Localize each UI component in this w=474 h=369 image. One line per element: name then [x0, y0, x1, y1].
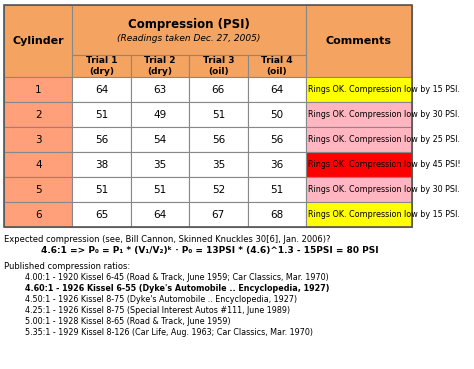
Bar [4, 102, 73, 127]
Bar [73, 77, 131, 102]
Text: 51: 51 [154, 184, 167, 194]
Text: Cylinder: Cylinder [13, 36, 64, 46]
Bar [73, 5, 306, 55]
Bar [306, 177, 412, 202]
Text: 5: 5 [35, 184, 42, 194]
Text: 4.25:1 - 1926 Kissel 8-75 (Special Interest Autos #111, June 1989): 4.25:1 - 1926 Kissel 8-75 (Special Inter… [25, 306, 290, 315]
Bar [4, 202, 73, 227]
Bar [131, 77, 189, 102]
Bar [189, 127, 247, 152]
Bar [4, 152, 73, 177]
Text: Rings OK. Compression low by 15 PSI.: Rings OK. Compression low by 15 PSI. [308, 210, 459, 219]
Text: 51: 51 [212, 110, 225, 120]
Bar [131, 102, 189, 127]
Bar [247, 102, 306, 127]
Text: 56: 56 [212, 134, 225, 145]
Bar [4, 127, 73, 152]
Bar [131, 152, 189, 177]
Text: 6: 6 [35, 210, 42, 220]
Text: 56: 56 [270, 134, 283, 145]
Bar [4, 5, 412, 227]
Text: Published compression ratios:: Published compression ratios: [4, 262, 130, 271]
Text: Rings OK. Compression low by 15 PSI.: Rings OK. Compression low by 15 PSI. [308, 85, 459, 94]
Bar [73, 152, 131, 177]
Bar [247, 127, 306, 152]
Text: 68: 68 [270, 210, 283, 220]
Bar [306, 102, 412, 127]
Bar [4, 5, 73, 77]
Text: 51: 51 [95, 110, 108, 120]
Bar [73, 127, 131, 152]
Text: 66: 66 [212, 85, 225, 94]
Text: Rings OK. Compression low by 25 PSI.: Rings OK. Compression low by 25 PSI. [308, 135, 460, 144]
Bar [4, 177, 73, 202]
Bar [189, 77, 247, 102]
Text: Trial 4
(oil): Trial 4 (oil) [261, 56, 292, 76]
Text: 38: 38 [95, 159, 108, 169]
Bar [73, 202, 131, 227]
Bar [131, 177, 189, 202]
Bar [247, 55, 306, 77]
Text: Trial 3
(oil): Trial 3 (oil) [202, 56, 234, 76]
Text: 2: 2 [35, 110, 42, 120]
Text: 51: 51 [270, 184, 283, 194]
Text: 50: 50 [270, 110, 283, 120]
Bar [73, 177, 131, 202]
Bar [131, 127, 189, 152]
Text: Expected compression (see, Bill Cannon, Skinned Knuckles 30[6], Jan. 2006)?: Expected compression (see, Bill Cannon, … [4, 235, 331, 244]
Bar [73, 55, 131, 77]
Text: 52: 52 [212, 184, 225, 194]
Text: Trial 1
(dry): Trial 1 (dry) [86, 56, 118, 76]
Text: 63: 63 [154, 85, 167, 94]
Bar [247, 152, 306, 177]
Bar [73, 102, 131, 127]
Text: Rings OK. Compression low by 45 PSI!: Rings OK. Compression low by 45 PSI! [308, 160, 460, 169]
Text: Rings OK. Compression low by 30 PSI.: Rings OK. Compression low by 30 PSI. [308, 110, 459, 119]
Text: 4.6:1 => P₀ = P₁ * (V₁/V₂)ᵏ · P₀ = 13PSI * (4.6)^1.3 - 15PSI = 80 PSI: 4.6:1 => P₀ = P₁ * (V₁/V₂)ᵏ · P₀ = 13PSI… [41, 246, 378, 255]
Text: Trial 2
(dry): Trial 2 (dry) [144, 56, 176, 76]
Text: Rings OK. Compression low by 30 PSI.: Rings OK. Compression low by 30 PSI. [308, 185, 459, 194]
Text: 54: 54 [154, 134, 167, 145]
Text: 67: 67 [212, 210, 225, 220]
Text: 1: 1 [35, 85, 42, 94]
Text: 64: 64 [95, 85, 108, 94]
Bar [4, 77, 73, 102]
Text: 49: 49 [154, 110, 167, 120]
Bar [131, 202, 189, 227]
Bar [189, 202, 247, 227]
Bar [306, 202, 412, 227]
Bar [189, 55, 247, 77]
Text: 36: 36 [270, 159, 283, 169]
Text: 4.50:1 - 1926 Kissel 8-75 (Dyke's Automobile .. Encyclopedia, 1927): 4.50:1 - 1926 Kissel 8-75 (Dyke's Automo… [25, 295, 297, 304]
Text: 4: 4 [35, 159, 42, 169]
Text: 64: 64 [154, 210, 167, 220]
Text: 56: 56 [95, 134, 108, 145]
Text: 65: 65 [95, 210, 108, 220]
Bar [189, 102, 247, 127]
Text: 35: 35 [154, 159, 167, 169]
Text: Compression (PSI): Compression (PSI) [128, 17, 250, 31]
Text: 4.60:1 - 1926 Kissel 6-55 (Dyke's Automobile .. Encyclopedia, 1927): 4.60:1 - 1926 Kissel 6-55 (Dyke's Automo… [25, 284, 329, 293]
Text: 64: 64 [270, 85, 283, 94]
Bar [306, 127, 412, 152]
Bar [189, 177, 247, 202]
Text: 4.00:1 - 1920 Kissel 6-45 (Road & Track, June 1959; Car Classics, Mar. 1970): 4.00:1 - 1920 Kissel 6-45 (Road & Track,… [25, 273, 328, 282]
Text: 5.00:1 - 1928 Kissel 8-65 (Road & Track, June 1959): 5.00:1 - 1928 Kissel 8-65 (Road & Track,… [25, 317, 230, 326]
Bar [247, 202, 306, 227]
Text: 5.35:1 - 1929 Kissel 8-126 (Car Life, Aug. 1963; Car Classics, Mar. 1970): 5.35:1 - 1929 Kissel 8-126 (Car Life, Au… [25, 328, 313, 337]
Bar [247, 77, 306, 102]
Text: Comments: Comments [326, 36, 392, 46]
Bar [189, 152, 247, 177]
Bar [306, 5, 412, 77]
Bar [131, 55, 189, 77]
Text: 35: 35 [212, 159, 225, 169]
Text: (Readings taken Dec. 27, 2005): (Readings taken Dec. 27, 2005) [118, 34, 261, 42]
Bar [306, 152, 412, 177]
Bar [306, 77, 412, 102]
Text: 51: 51 [95, 184, 108, 194]
Bar [247, 177, 306, 202]
Text: 3: 3 [35, 134, 42, 145]
